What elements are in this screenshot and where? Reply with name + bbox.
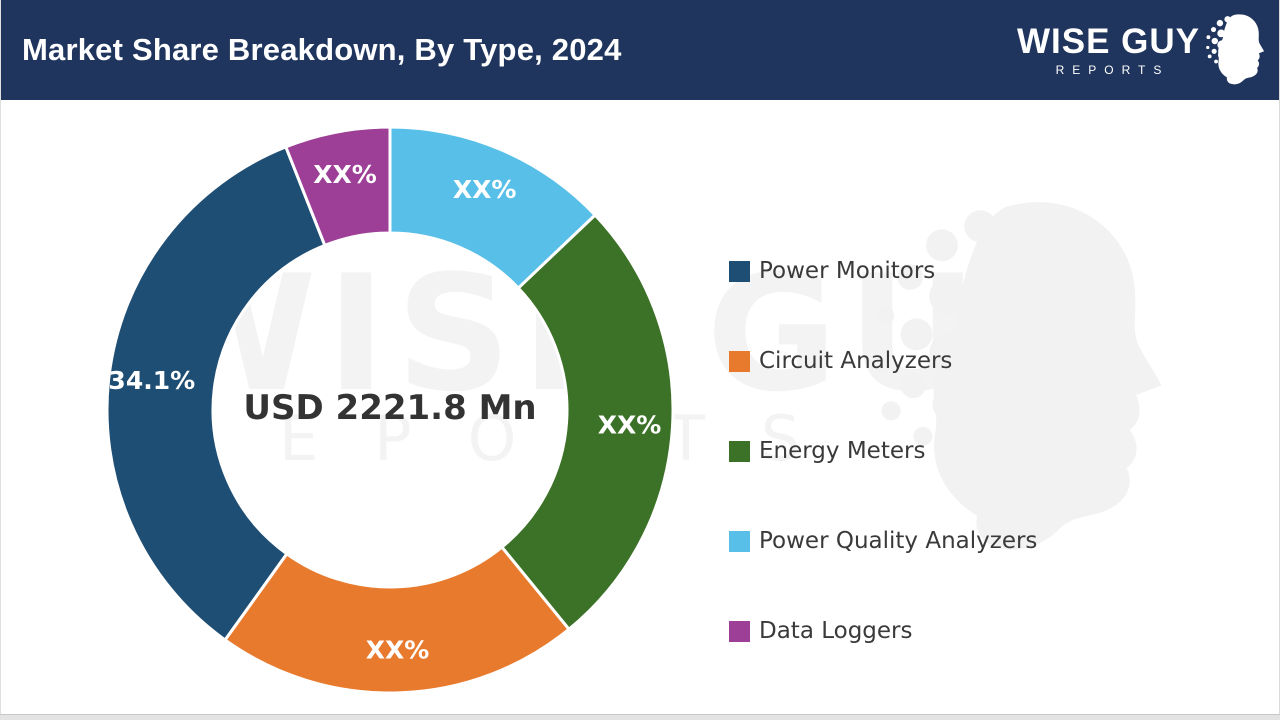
- page-title: Market Share Breakdown, By Type, 2024: [22, 32, 622, 67]
- donut-segment-value-label: XX%: [366, 635, 430, 664]
- brand-logo: WISE GUY REPORTS: [1017, 8, 1266, 92]
- legend-swatch: [729, 530, 750, 552]
- legend-swatch: [729, 440, 750, 462]
- donut-segment-value-label: XX%: [453, 175, 517, 204]
- donut-segment-value-label: XX%: [598, 411, 662, 440]
- legend-item-energy-meters: Energy Meters: [729, 436, 1037, 466]
- legend-item-data-loggers: Data Loggers: [729, 616, 1037, 646]
- brand-logo-text: WISE GUY REPORTS: [1016, 22, 1200, 78]
- donut-segment-data-loggers: [284, 125, 392, 247]
- donut-segment-power-monitors: [105, 145, 327, 642]
- legend-item-power-monitors: Power Monitors: [729, 256, 1037, 286]
- legend-swatch: [729, 350, 750, 372]
- donut-segment-circuit-analyzers: [223, 545, 571, 695]
- header: Market Share Breakdown, By Type, 2024 WI…: [0, 0, 1280, 100]
- bottom-bar: [0, 714, 1280, 720]
- brand-name: WISE GUY: [1016, 22, 1200, 61]
- legend-swatch: [729, 620, 750, 642]
- legend-item-circuit-analyzers: Circuit Analyzers: [729, 346, 1037, 376]
- donut-segment-energy-meters: [500, 213, 675, 631]
- brand-subtitle: REPORTS: [1055, 63, 1170, 77]
- chart-center-value: USD 2221.8 Mn: [243, 388, 537, 428]
- chart-legend: Power Monitors Circuit Analyzers Energy …: [729, 256, 1037, 646]
- legend-item-power-quality-analyzers: Power Quality Analyzers: [729, 526, 1037, 556]
- donut-segment-value-label: XX%: [313, 160, 377, 189]
- legend-swatch: [729, 260, 750, 282]
- watermark-brand-subtitle: REPORTS: [180, 402, 857, 475]
- donut-segment-value-label: 34.1%: [108, 366, 195, 395]
